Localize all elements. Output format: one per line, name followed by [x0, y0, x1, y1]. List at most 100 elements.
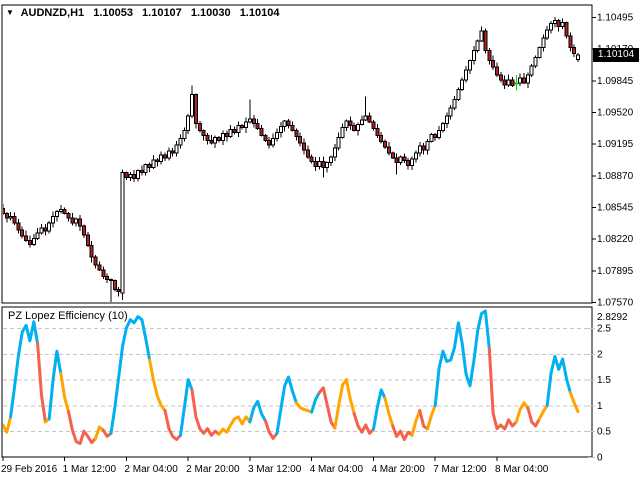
efficiency-line-segment-blue [372, 388, 387, 431]
candle-up [8, 215, 13, 219]
candle-down [421, 145, 426, 151]
candle-up [471, 50, 476, 61]
price-axis-label: 1.07570 [597, 298, 634, 309]
candle-up [467, 59, 472, 71]
candle-up [541, 37, 546, 49]
candle-down [205, 134, 210, 141]
main-chart-panel[interactable] [1, 4, 593, 304]
candle-down [197, 123, 202, 132]
candle-up [329, 156, 333, 164]
candle-down [4, 212, 9, 219]
indicator-axis-label: 2.5 [597, 324, 611, 335]
efficiency-line-segment-red [101, 428, 113, 438]
candle-up [429, 133, 434, 142]
candle-down [402, 156, 407, 162]
candle-down [255, 123, 260, 130]
candle-up [159, 154, 164, 163]
candle-down [193, 93, 198, 125]
efficiency-line-segment-orange [514, 401, 530, 424]
time-axis-label: 1 Mar 12:00 [63, 464, 117, 475]
price-axis-label: 1.08870 [597, 171, 634, 182]
efficiency-line-segment-blue [47, 349, 63, 421]
candle-down [101, 269, 106, 278]
candle-down [321, 161, 326, 169]
candle-down [232, 129, 237, 133]
candle-up [537, 47, 542, 58]
candle-up [336, 136, 341, 149]
candle-up [359, 119, 364, 126]
candle-down [483, 30, 488, 52]
efficiency-line-segment-orange [383, 396, 395, 428]
current-price-box: 1.10104 [593, 48, 639, 63]
candle-down [556, 19, 561, 27]
efficiency-line-segment-blue [545, 354, 572, 407]
candle-up [332, 147, 337, 158]
candle-down [301, 142, 306, 151]
efficiency-line-segment-blue [433, 309, 491, 407]
efficiency-line-layer [3, 309, 580, 446]
efficiency-line-segment-orange [148, 358, 167, 413]
time-axis-label: 4 Mar 04:00 [310, 464, 364, 475]
chart-ohlc-header: ▼ AUDNZD,H1 1.10053 1.10107 1.10030 1.10… [6, 7, 285, 19]
indicator-max-label: 2.8292 [597, 312, 628, 323]
candle-down [375, 128, 380, 136]
price-axis-label: 1.08220 [597, 234, 634, 245]
candle-up [560, 21, 565, 27]
candle-down [348, 120, 353, 127]
indicator-title: PZ Lopez Efficiency (10) [8, 310, 128, 322]
candle-up [456, 89, 461, 100]
candle-down [3, 207, 5, 214]
candle-doji [514, 82, 519, 85]
candle-up [143, 164, 148, 173]
symbol-dropdown-icon[interactable]: ▼ [6, 8, 14, 17]
candle-down [383, 140, 388, 148]
candle-up [398, 156, 403, 164]
candle-up [35, 232, 40, 240]
price-axis-label: 1.10495 [597, 13, 634, 24]
candle-up [271, 137, 276, 146]
indicator-panel[interactable] [1, 306, 593, 458]
candle-down [224, 132, 229, 137]
efficiency-line-segment-orange [217, 415, 252, 436]
candle-down [201, 130, 206, 136]
candle-down [20, 229, 25, 237]
candle-down [97, 264, 102, 271]
candle-up [31, 238, 36, 246]
candle-down [406, 160, 411, 167]
efficiency-line-segment-red [36, 342, 47, 424]
candle-down [85, 234, 90, 246]
efficiency-line-segment-orange [3, 415, 13, 434]
candle-up [533, 56, 538, 67]
ohlc-high: 1.10107 [142, 7, 182, 19]
efficiency-line-segment-red [487, 347, 518, 431]
candle-up [437, 130, 442, 138]
candle-down [78, 218, 83, 227]
indicator-axis-label: 0 [597, 453, 603, 464]
efficiency-line-segment-blue [310, 391, 321, 414]
candle-up [39, 227, 44, 234]
candle-down [139, 169, 144, 173]
efficiency-line-segment-red [263, 419, 279, 440]
time-axis-label: 2 Mar 20:00 [186, 464, 240, 475]
efficiency-line-segment-red [317, 386, 337, 430]
candle-down [352, 125, 357, 132]
time-axis-label: 7 Mar 12:00 [433, 464, 487, 475]
efficiency-line-segment-orange [410, 409, 422, 437]
candle-down [93, 256, 98, 266]
candle-down [305, 149, 310, 158]
ohlc-low: 1.10030 [190, 7, 231, 19]
candle-up [425, 140, 430, 151]
candle-up [317, 161, 322, 168]
candle-up [506, 79, 511, 86]
candle-down [81, 225, 86, 236]
candle-down [491, 59, 496, 68]
candle-down [251, 118, 256, 125]
efficiency-line-segment-orange [294, 401, 314, 414]
candle-down [390, 152, 395, 159]
time-axis-label: 8 Mar 04:00 [495, 464, 549, 475]
candle-up [228, 129, 233, 137]
indicator-axis-label: 2 [597, 349, 603, 360]
efficiency-line-segment-red [190, 388, 221, 437]
candle-up [529, 65, 534, 76]
